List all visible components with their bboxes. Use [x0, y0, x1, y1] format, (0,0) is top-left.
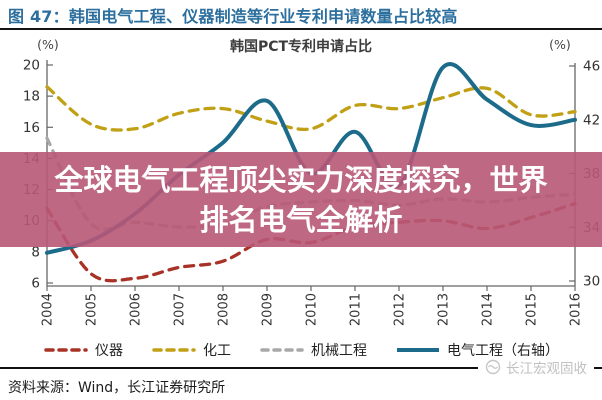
x-axis-label: 2004 — [41, 293, 56, 326]
x-axis-label: 2013 — [437, 293, 452, 326]
x-axis-label: 2008 — [217, 293, 232, 326]
figure-title: 图 47：韩国电气工程、仪器制造等行业专利申请数量占比较高 — [8, 7, 458, 26]
x-axis-label: 2011 — [349, 293, 364, 326]
watermark: 长江宏观固收 — [478, 356, 594, 378]
left-axis-tick-label: 6 — [31, 276, 40, 292]
legend-item-mechanical: 机械工程 — [259, 340, 367, 360]
watermark-text: 长江宏观固收 — [506, 361, 587, 377]
legend-item-chemical: 化工 — [151, 340, 231, 360]
footer-divider — [0, 367, 602, 369]
legend-item-electrical: 电气工程（右轴） — [395, 340, 559, 360]
x-axis-label: 2007 — [173, 293, 188, 326]
x-axis-label: 2005 — [85, 293, 100, 326]
right-axis-unit: (%) — [549, 37, 571, 52]
x-axis-label: 2012 — [393, 293, 408, 326]
left-axis-tick-label: 8 — [31, 244, 40, 260]
legend-label-mechanical: 机械工程 — [311, 343, 367, 359]
legend-dash-swatch-chemical — [152, 348, 196, 352]
chart-legend: 仪器 化工 机械工程 电气工程（右轴） — [0, 339, 602, 361]
x-axis-label: 2014 — [481, 293, 496, 326]
left-axis-tick-label: 16 — [23, 120, 40, 136]
chart-title: 韩国PCT专利申请占比 — [230, 38, 372, 55]
x-axis-label: 2016 — [569, 293, 584, 326]
legend-label-instruments: 仪器 — [95, 343, 123, 359]
right-axis-tick-label: 30 — [583, 274, 600, 290]
x-axis-label: 2006 — [129, 293, 144, 326]
x-axis-label: 2015 — [525, 293, 540, 326]
legend-line-swatch-electrical — [397, 348, 439, 352]
legend-dash-swatch-instruments — [44, 348, 88, 352]
title-divider — [0, 28, 602, 30]
overlay-headline-line1: 全球电气工程顶尖实力深度探究，世界 — [54, 162, 548, 197]
left-axis-unit: (%) — [37, 37, 59, 52]
left-axis-tick-label: 18 — [23, 89, 40, 105]
left-axis-tick-label: 20 — [23, 58, 40, 74]
legend-label-electrical: 电气工程（右轴） — [447, 343, 559, 359]
right-axis-tick-label: 46 — [583, 59, 600, 75]
right-axis-tick-label: 42 — [583, 112, 600, 128]
changjiang-logo-icon — [485, 359, 501, 375]
legend-item-instruments: 仪器 — [43, 340, 123, 360]
source-note: 资料来源：Wind，长江证券研究所 — [8, 380, 226, 396]
legend-dash-swatch-mechanical — [260, 348, 304, 352]
x-axis-label: 2009 — [261, 293, 276, 326]
overlay-headline-banner: 全球电气工程顶尖实力深度探究，世界 排名电气全解析 — [0, 152, 602, 247]
legend-label-chemical: 化工 — [203, 343, 231, 359]
overlay-headline-line2: 排名电气全解析 — [199, 202, 403, 237]
series-line-chemical — [45, 85, 577, 132]
x-axis-label: 2010 — [305, 293, 320, 326]
